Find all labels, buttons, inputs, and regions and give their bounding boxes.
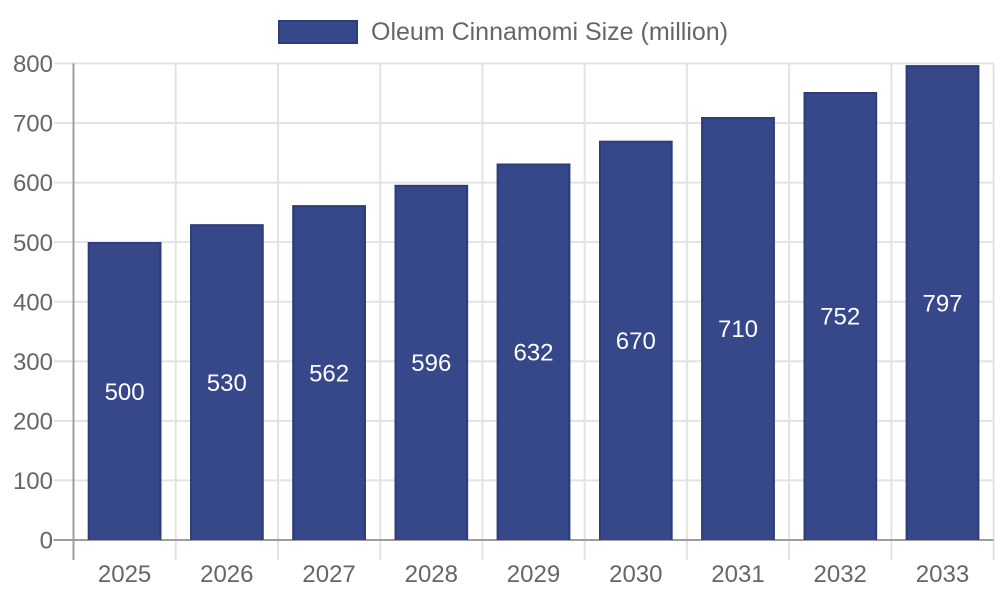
svg-text:2027: 2027	[302, 561, 355, 588]
svg-text:2029: 2029	[507, 561, 560, 588]
svg-text:797: 797	[922, 290, 962, 317]
svg-text:0: 0	[40, 528, 53, 555]
svg-text:700: 700	[13, 111, 53, 138]
svg-text:752: 752	[820, 304, 860, 331]
svg-text:2032: 2032	[814, 561, 867, 588]
svg-text:670: 670	[616, 328, 656, 355]
svg-text:500: 500	[13, 230, 53, 257]
svg-text:710: 710	[718, 316, 758, 343]
svg-text:2026: 2026	[200, 561, 253, 588]
svg-text:596: 596	[411, 350, 451, 377]
svg-text:500: 500	[105, 379, 145, 406]
svg-text:200: 200	[13, 409, 53, 436]
svg-text:300: 300	[13, 349, 53, 376]
svg-text:562: 562	[309, 360, 349, 387]
svg-text:2028: 2028	[405, 561, 458, 588]
svg-text:2031: 2031	[711, 561, 764, 588]
svg-text:Oleum Cinnamomi Size (million): Oleum Cinnamomi Size (million)	[371, 18, 728, 46]
svg-text:600: 600	[13, 170, 53, 197]
svg-text:100: 100	[13, 468, 53, 495]
svg-text:2025: 2025	[98, 561, 151, 588]
svg-text:400: 400	[13, 289, 53, 316]
svg-text:2033: 2033	[916, 561, 969, 588]
svg-text:530: 530	[207, 370, 247, 397]
svg-text:632: 632	[513, 339, 553, 366]
svg-text:800: 800	[13, 51, 53, 78]
svg-text:2030: 2030	[609, 561, 662, 588]
